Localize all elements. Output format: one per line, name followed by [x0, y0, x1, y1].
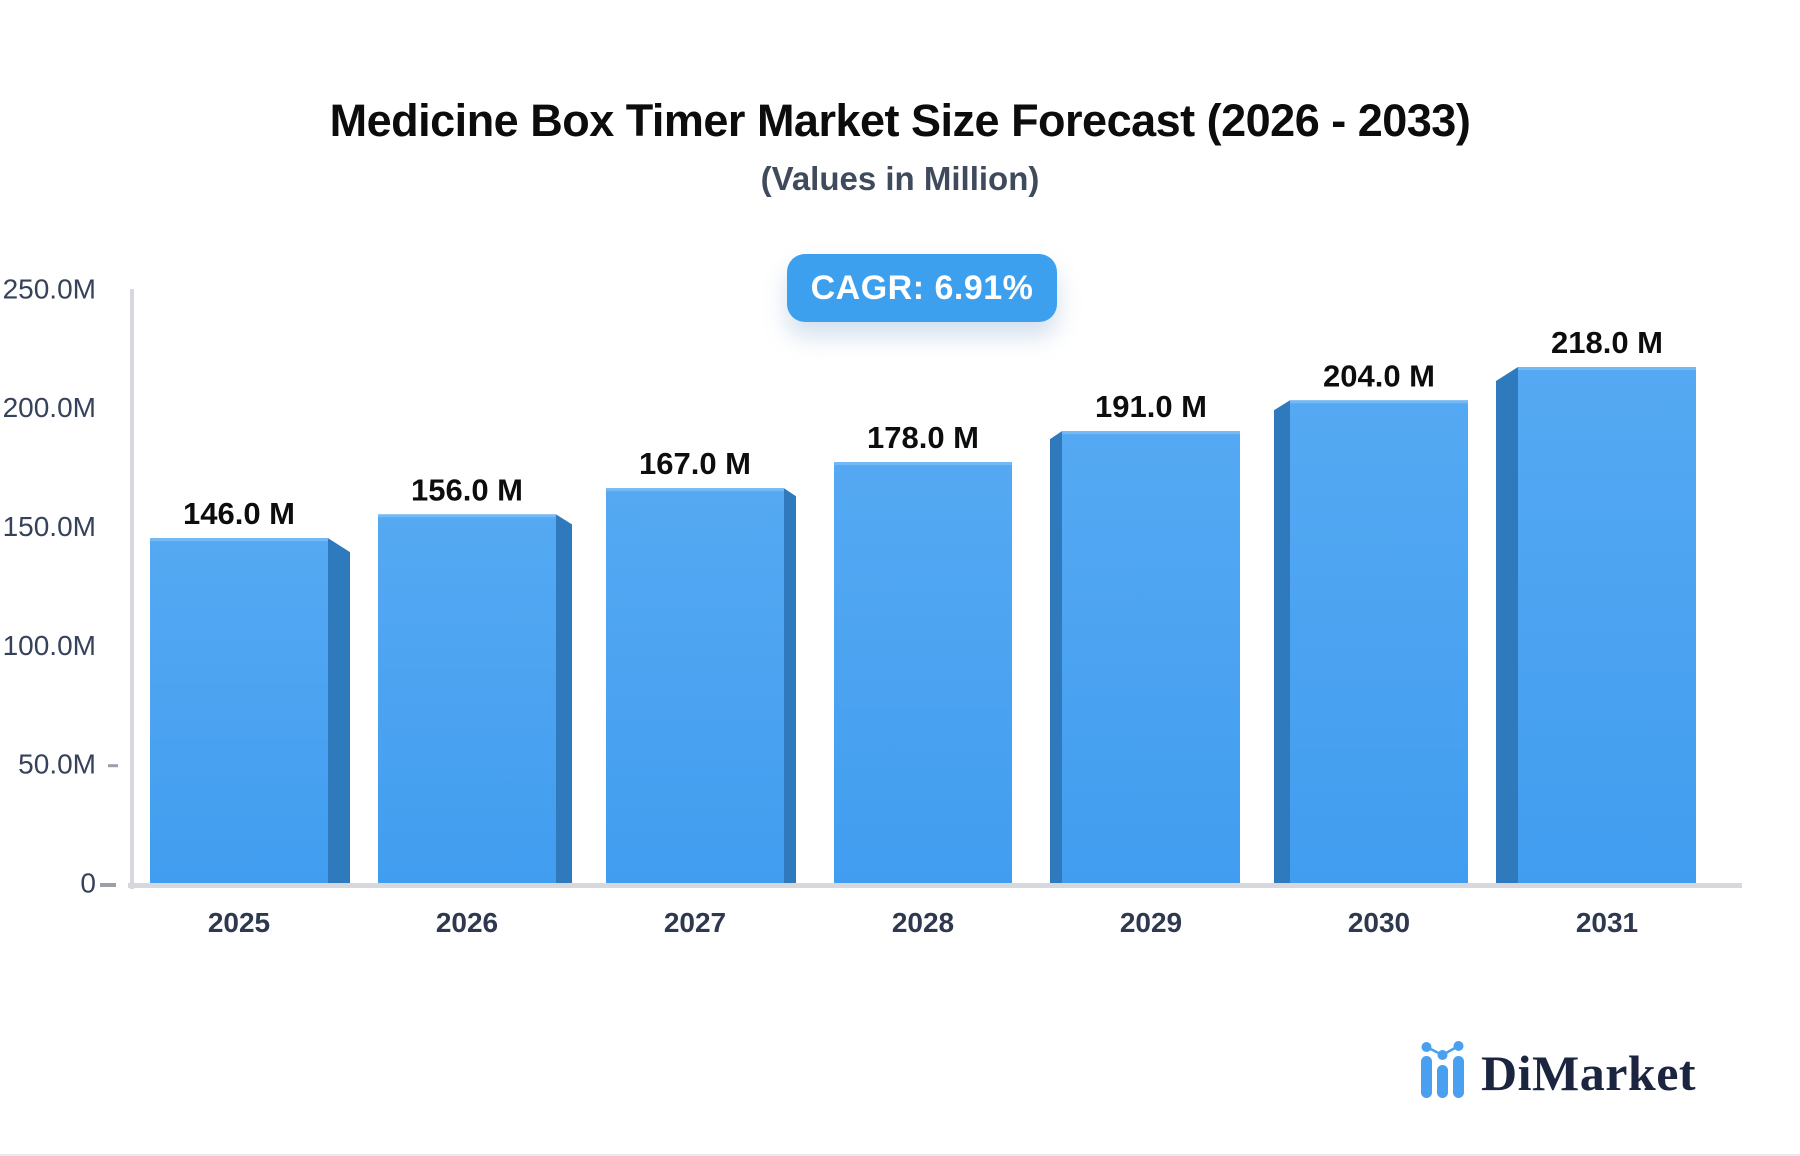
bar-value-label: 156.0 M — [411, 472, 523, 507]
x-axis-label-2029: 2029 — [1120, 907, 1182, 938]
mini-bar-chart-icon — [1421, 1041, 1464, 1098]
bar-side-3d-2031 — [1496, 367, 1518, 886]
x-axis-label-2026: 2026 — [436, 907, 498, 938]
bar-top-edge-2026 — [378, 514, 556, 518]
bar-top-edge-2028 — [834, 462, 1012, 466]
x-axis-label-2027: 2027 — [664, 907, 726, 938]
x-axis-label-2025: 2025 — [208, 907, 270, 938]
bar-value-label: 218.0 M — [1551, 325, 1663, 360]
bar-value-label: 191.0 M — [1095, 389, 1207, 424]
brand-logo[interactable]: DiMarket — [1420, 1036, 1696, 1098]
bar-top-edge-2027 — [606, 488, 784, 492]
title-block: Medicine Box Timer Market Size Forecast … — [0, 96, 1800, 198]
y-axis-label: 0 — [80, 867, 96, 898]
cagr-badge: CAGR: 6.91% — [787, 254, 1057, 322]
x-axis-line — [128, 883, 1742, 888]
bar-value-label: 167.0 M — [639, 446, 751, 481]
bar-value-label: 178.0 M — [867, 420, 979, 455]
x-axis-label-2031: 2031 — [1576, 907, 1638, 938]
bar-value-label: 146.0 M — [183, 496, 295, 531]
y-axis-label: 50.0M — [18, 749, 96, 780]
chart-subtitle: (Values in Million) — [760, 159, 1040, 197]
y-axis-tick-mark — [108, 764, 118, 768]
bar-2026[interactable] — [378, 514, 556, 885]
chart-title: Medicine Box Timer Market Size Forecast … — [329, 95, 1471, 146]
bar-2031[interactable] — [1518, 367, 1696, 886]
bar-side-3d-2030 — [1274, 400, 1290, 885]
bar-side-3d-2026 — [556, 514, 572, 885]
y-axis-line — [130, 289, 134, 889]
bar-side-3d-2029 — [1050, 431, 1062, 885]
y-axis-label: 150.0M — [3, 511, 96, 542]
bar-side-3d-2025 — [328, 538, 350, 885]
brand-name: DiMarket — [1481, 1045, 1697, 1101]
y-axis-label: 250.0M — [3, 273, 96, 304]
bar-2029[interactable] — [1062, 431, 1240, 885]
bar-2030[interactable] — [1290, 400, 1468, 885]
bar-2028[interactable] — [834, 462, 1012, 885]
bar-value-label: 204.0 M — [1323, 358, 1435, 393]
x-axis-label-2028: 2028 — [892, 907, 954, 938]
bar-side-3d-2027 — [784, 488, 796, 885]
bar-top-edge-2030 — [1290, 400, 1468, 404]
bar-top-edge-2025 — [150, 538, 328, 542]
bar-2027[interactable] — [606, 488, 784, 885]
y-axis-label: 200.0M — [3, 392, 96, 423]
bar-top-edge-2029 — [1062, 431, 1240, 435]
y-axis-tick-mark — [100, 883, 116, 887]
bar-2025[interactable] — [150, 538, 328, 885]
y-axis-label: 100.0M — [3, 630, 96, 661]
bar-top-edge-2031 — [1518, 367, 1696, 371]
x-axis-label-2030: 2030 — [1348, 907, 1410, 938]
